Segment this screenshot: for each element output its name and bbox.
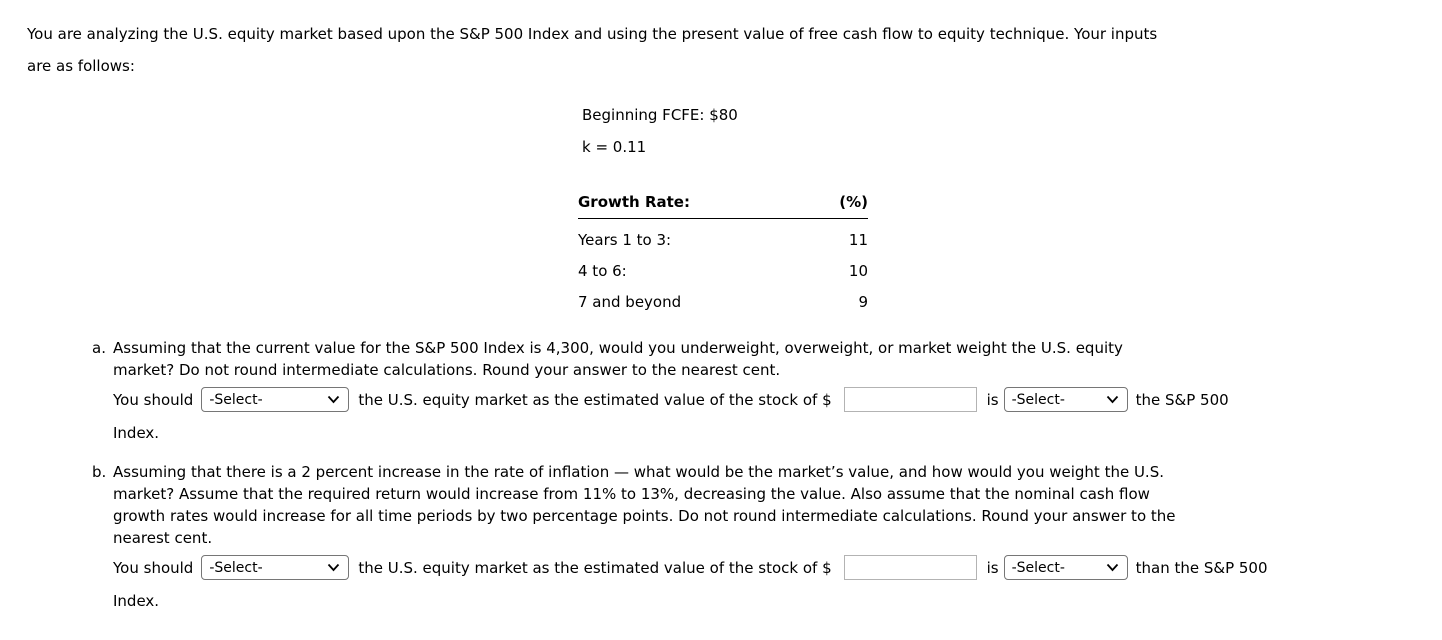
question-b-answer-line: You should -Select- the U.S. equity mark… — [113, 552, 1442, 583]
row-value: 9 — [858, 293, 868, 311]
question-b-compare-select[interactable]: -Select- — [1003, 555, 1128, 580]
answer-tail: Index. — [113, 424, 160, 442]
compare-select-wrap: -Select- — [1003, 555, 1128, 580]
table-header-row: Growth Rate: (%) — [578, 193, 868, 219]
weight-select-wrap: -Select- — [201, 555, 350, 580]
growth-rate-table: Growth Rate: (%) Years 1 to 3: 11 4 to 6… — [578, 193, 868, 312]
answer-tail: Index. — [113, 592, 160, 610]
answer-middle-text: the U.S. equity market as the estimated … — [358, 390, 832, 409]
is-label: is — [986, 390, 999, 409]
table-header-unit: (%) — [839, 193, 868, 211]
question-a-prompt-line: market? Do not round intermediate calcul… — [113, 361, 781, 379]
is-label: is — [986, 558, 999, 577]
question-a-weight-select[interactable]: -Select- — [201, 387, 350, 412]
question-b-value-input[interactable] — [843, 555, 977, 580]
answer-suffix: the S&P 500 — [1135, 390, 1229, 409]
question-a-label: a. — [92, 339, 106, 357]
compare-select-wrap: -Select- — [1003, 387, 1128, 412]
answer-prefix: You should — [113, 558, 194, 577]
table-row: 7 and beyond 9 — [578, 281, 868, 312]
question-a-answer-line: You should -Select- the U.S. equity mark… — [113, 384, 1442, 415]
k-value: k = 0.11 — [582, 138, 647, 156]
question-b: b. Assuming that there is a 2 percent in… — [92, 461, 1442, 612]
problem-statement: You are analyzing the U.S. equity market… — [27, 18, 1442, 82]
row-value: 11 — [848, 231, 868, 249]
row-label: Years 1 to 3: — [578, 231, 672, 249]
question-b-prompt-line: Assuming that there is a 2 percent incre… — [113, 463, 1164, 481]
questions-section: a. Assuming that the current value for t… — [27, 337, 1442, 612]
question-a-compare-select[interactable]: -Select- — [1003, 387, 1128, 412]
question-b-prompt-line: nearest cent. — [113, 529, 213, 547]
table-header-label: Growth Rate: — [578, 193, 690, 211]
row-value: 10 — [848, 262, 868, 280]
weight-select-wrap: -Select- — [201, 387, 350, 412]
inputs-block: Beginning FCFE: $80 k = 0.11 — [582, 99, 1442, 163]
answer-middle-text: the U.S. equity market as the estimated … — [358, 558, 832, 577]
question-b-label: b. — [92, 463, 107, 481]
intro-line-1: You are analyzing the U.S. equity market… — [27, 25, 1158, 43]
answer-prefix: You should — [113, 390, 194, 409]
table-row: 4 to 6: 10 — [578, 250, 868, 281]
fcfe-value: Beginning FCFE: $80 — [582, 106, 738, 124]
question-a: a. Assuming that the current value for t… — [92, 337, 1442, 444]
question-a-value-input[interactable] — [843, 387, 977, 412]
answer-suffix: than the S&P 500 — [1135, 558, 1268, 577]
table-row: Years 1 to 3: 11 — [578, 219, 868, 250]
question-b-prompt-line: growth rates would increase for all time… — [113, 507, 1176, 525]
question-b-prompt-line: market? Assume that the required return … — [113, 485, 1150, 503]
intro-line-2: are as follows: — [27, 57, 135, 75]
row-label: 7 and beyond — [578, 293, 682, 311]
question-a-prompt-line: Assuming that the current value for the … — [113, 339, 1123, 357]
question-b-weight-select[interactable]: -Select- — [201, 555, 350, 580]
row-label: 4 to 6: — [578, 262, 627, 280]
